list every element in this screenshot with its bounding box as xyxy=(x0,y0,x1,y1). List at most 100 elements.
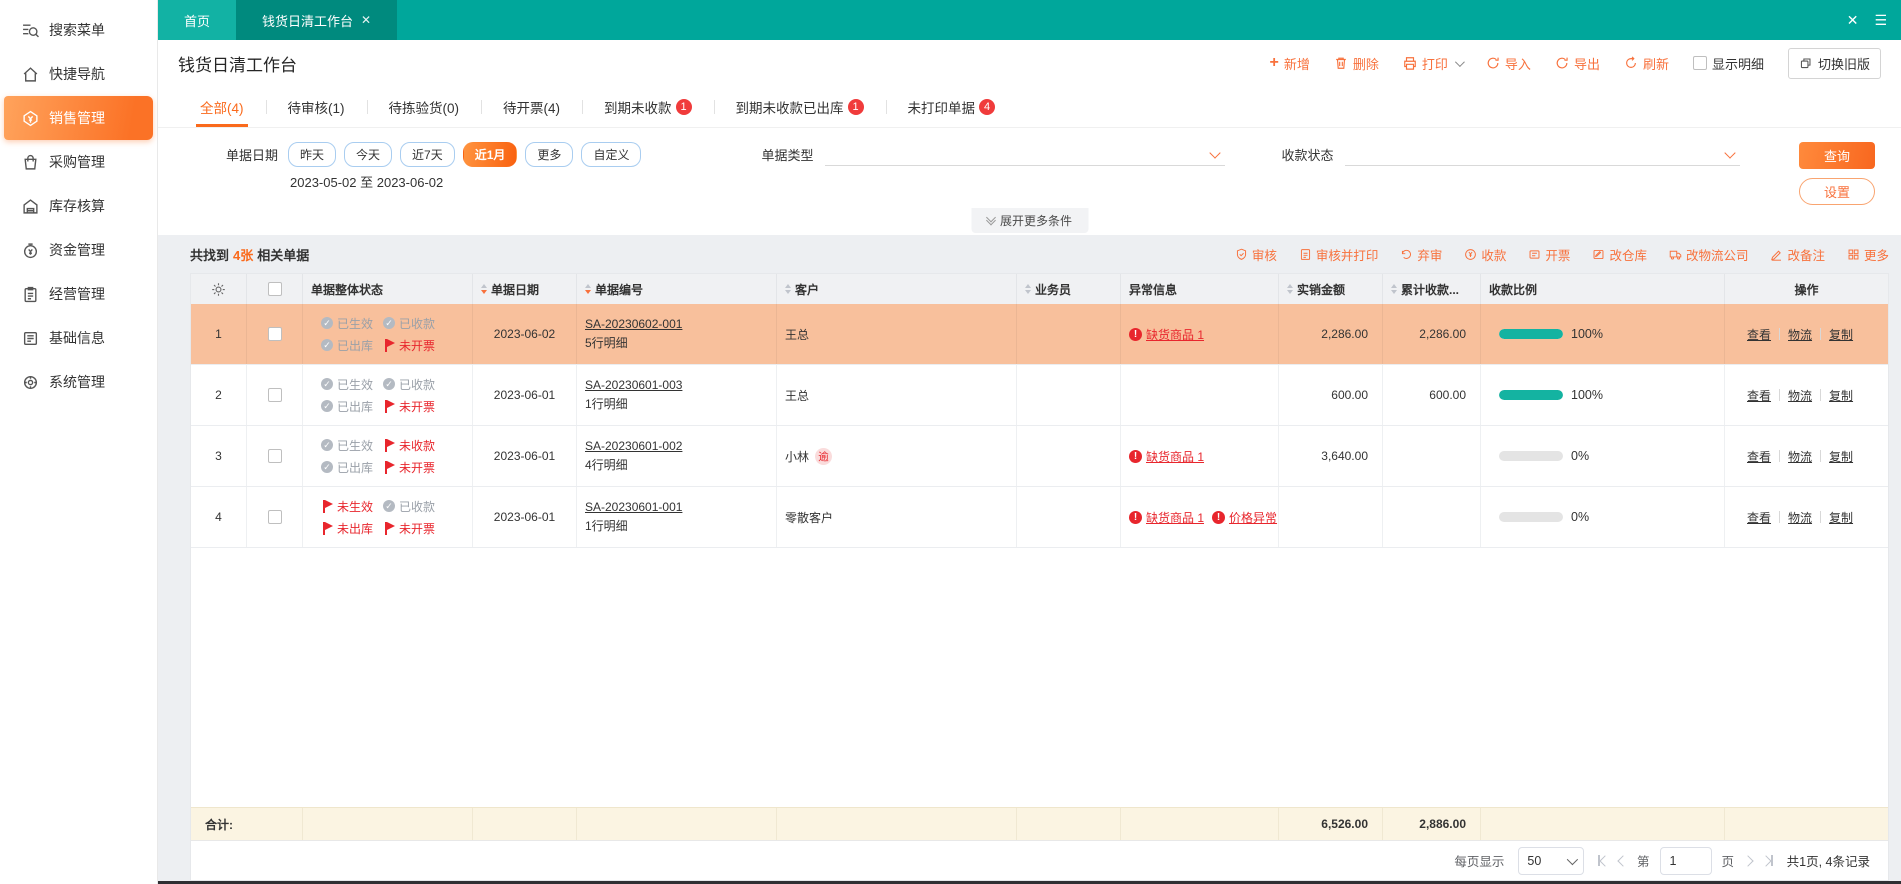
exception-item[interactable]: ! 缺货商品 1 xyxy=(1129,448,1204,465)
tab-home[interactable]: 首页 xyxy=(158,0,237,40)
header-customer[interactable]: 客户 xyxy=(777,274,1017,304)
exception-item[interactable]: ! 缺货商品 1 xyxy=(1129,509,1204,526)
sort-icon[interactable] xyxy=(1391,284,1397,294)
tab-menu-icon[interactable]: ☰ xyxy=(1874,12,1887,28)
sort-icon[interactable] xyxy=(785,284,791,294)
table-row[interactable]: 2 ✓ 已生效 ✓ 已收款 ✓ 已出库 未开票 2023-06-01 SA-20 xyxy=(191,365,1888,426)
select-all-checkbox[interactable] xyxy=(267,282,282,296)
copy-link[interactable]: 复制 xyxy=(1829,388,1854,403)
sidebar-item-search-menu[interactable]: 搜索菜单 xyxy=(0,8,157,52)
sidebar-item-operations[interactable]: 经营管理 xyxy=(0,272,157,316)
date-range-value[interactable]: 2023-05-02 至 2023-06-02 xyxy=(290,175,444,190)
header-received[interactable]: 累计收款... xyxy=(1383,274,1481,304)
page-number-input[interactable] xyxy=(1659,846,1712,875)
change-logistics-button[interactable]: 改物流公司 xyxy=(1669,245,1748,264)
audit-button[interactable]: 审核 xyxy=(1235,245,1277,264)
payment-status-select[interactable] xyxy=(1345,142,1741,166)
copy-link[interactable]: 复制 xyxy=(1829,510,1854,525)
settings-button[interactable]: 设置 xyxy=(1799,178,1875,205)
copy-link[interactable]: 复制 xyxy=(1829,327,1854,342)
tab-pending-audit[interactable]: 待审核(1) xyxy=(265,86,367,127)
switch-old-version-button[interactable]: 切换旧版 xyxy=(1787,47,1881,79)
header-exception[interactable]: 异常信息 xyxy=(1121,274,1279,304)
pill-more[interactable]: 更多 xyxy=(525,142,574,167)
export-button[interactable]: 导出 xyxy=(1555,54,1600,73)
tab-pending-pick[interactable]: 待拣验货(0) xyxy=(366,86,482,127)
copy-link[interactable]: 复制 xyxy=(1829,449,1854,464)
invoice-button[interactable]: 开票 xyxy=(1528,245,1570,264)
show-detail-toggle[interactable]: 显示明细 xyxy=(1692,54,1764,73)
sort-icon[interactable] xyxy=(585,284,591,294)
row-checkbox[interactable] xyxy=(267,388,282,402)
sidebar-item-purchase[interactable]: 采购管理 xyxy=(0,140,157,184)
sidebar-item-inventory[interactable]: 库存核算 xyxy=(0,184,157,228)
header-ratio[interactable]: 收款比例 xyxy=(1481,274,1725,304)
last-page-button[interactable] xyxy=(1760,854,1773,867)
doc-type-select[interactable] xyxy=(825,142,1226,166)
sidebar-item-system[interactable]: 系统管理 xyxy=(0,360,157,404)
pill-custom[interactable]: 自定义 xyxy=(581,142,642,167)
view-link[interactable]: 查看 xyxy=(1747,327,1772,342)
row-checkbox[interactable] xyxy=(267,510,282,524)
header-status[interactable]: 单据整体状态 xyxy=(303,274,473,304)
close-all-tabs-icon[interactable]: ✕ xyxy=(1846,12,1859,28)
more-actions-button[interactable]: 更多 xyxy=(1847,245,1889,264)
per-page-select[interactable]: 50 xyxy=(1518,846,1585,875)
tab-all[interactable]: 全部(4) xyxy=(178,86,266,127)
header-salesperson[interactable]: 业务员 xyxy=(1017,274,1121,304)
table-row[interactable]: 4 未生效 ✓ 已收款 未出库 未开票 2023-06-01 SA-2023 xyxy=(191,487,1888,548)
add-button[interactable]: + 新增 xyxy=(1269,54,1310,72)
logistics-link[interactable]: 物流 xyxy=(1788,449,1813,464)
prev-page-button[interactable] xyxy=(1617,854,1629,867)
header-date[interactable]: 单据日期 xyxy=(473,274,577,304)
sort-icon[interactable] xyxy=(1287,284,1293,294)
next-page-button[interactable] xyxy=(1742,854,1754,867)
collect-payment-button[interactable]: 收款 xyxy=(1464,245,1506,264)
logistics-link[interactable]: 物流 xyxy=(1788,388,1813,403)
logistics-link[interactable]: 物流 xyxy=(1788,327,1813,342)
sidebar-item-quick-nav[interactable]: 快捷导航 xyxy=(0,52,157,96)
expand-more-conditions[interactable]: 展开更多条件 xyxy=(970,208,1089,233)
column-settings-button[interactable] xyxy=(191,274,247,304)
tab-close-icon[interactable]: ✕ xyxy=(361,13,372,27)
doc-number-link[interactable]: SA-20230601-002 xyxy=(585,439,683,453)
change-remark-button[interactable]: 改备注 xyxy=(1770,245,1825,264)
sidebar-item-funds[interactable]: 资金管理 xyxy=(0,228,157,272)
view-link[interactable]: 查看 xyxy=(1747,449,1772,464)
sort-icon[interactable] xyxy=(481,284,487,294)
sidebar-item-base-info[interactable]: 基础信息 xyxy=(0,316,157,360)
logistics-link[interactable]: 物流 xyxy=(1788,510,1813,525)
revoke-audit-button[interactable]: 弃审 xyxy=(1400,245,1442,264)
import-button[interactable]: 导入 xyxy=(1486,54,1531,73)
audit-print-button[interactable]: 审核并打印 xyxy=(1299,245,1378,264)
tab-due-unpaid-shipped[interactable]: 到期未收款已出库 1 xyxy=(713,86,886,127)
pill-last-month[interactable]: 近1月 xyxy=(462,142,518,167)
tab-unprinted[interactable]: 未打印单据 4 xyxy=(885,86,1018,127)
sort-icon[interactable] xyxy=(1025,284,1031,294)
exception-item[interactable]: ! 价格异常 xyxy=(1212,509,1277,526)
row-checkbox[interactable] xyxy=(267,449,282,463)
pill-last7days[interactable]: 近7天 xyxy=(400,142,455,167)
doc-number-link[interactable]: SA-20230601-001 xyxy=(585,500,683,514)
print-button[interactable]: 打印 xyxy=(1403,54,1465,73)
table-row[interactable]: 3 ✓ 已生效 未收款 ✓ 已出库 未开票 2023-06-01 SA-202 xyxy=(191,426,1888,487)
pill-yesterday[interactable]: 昨天 xyxy=(288,142,337,167)
tab-pending-invoice[interactable]: 待开票(4) xyxy=(481,86,582,127)
header-amount[interactable]: 实销金额 xyxy=(1279,274,1383,304)
tab-workbench[interactable]: 钱货日清工作台 ✕ xyxy=(236,0,398,40)
sidebar-item-sales[interactable]: 销售管理 xyxy=(4,96,153,140)
exception-item[interactable]: ! 缺货商品 1 xyxy=(1129,326,1204,343)
row-checkbox[interactable] xyxy=(267,327,282,341)
first-page-button[interactable] xyxy=(1598,854,1611,867)
tab-due-unpaid[interactable]: 到期未收款 1 xyxy=(582,86,714,127)
pill-today[interactable]: 今天 xyxy=(344,142,393,167)
change-warehouse-button[interactable]: 改仓库 xyxy=(1592,245,1647,264)
doc-number-link[interactable]: SA-20230601-003 xyxy=(585,378,683,392)
doc-number-link[interactable]: SA-20230602-001 xyxy=(585,317,683,331)
refresh-button[interactable]: 刷新 xyxy=(1624,54,1669,73)
checkbox-icon[interactable] xyxy=(1692,56,1707,70)
search-button[interactable]: 查询 xyxy=(1799,142,1875,169)
delete-button[interactable]: 删除 xyxy=(1334,54,1379,73)
table-row[interactable]: 1 ✓ 已生效 ✓ 已收款 ✓ 已出库 未开票 2023-06-02 SA-20 xyxy=(191,304,1888,365)
view-link[interactable]: 查看 xyxy=(1747,388,1772,403)
